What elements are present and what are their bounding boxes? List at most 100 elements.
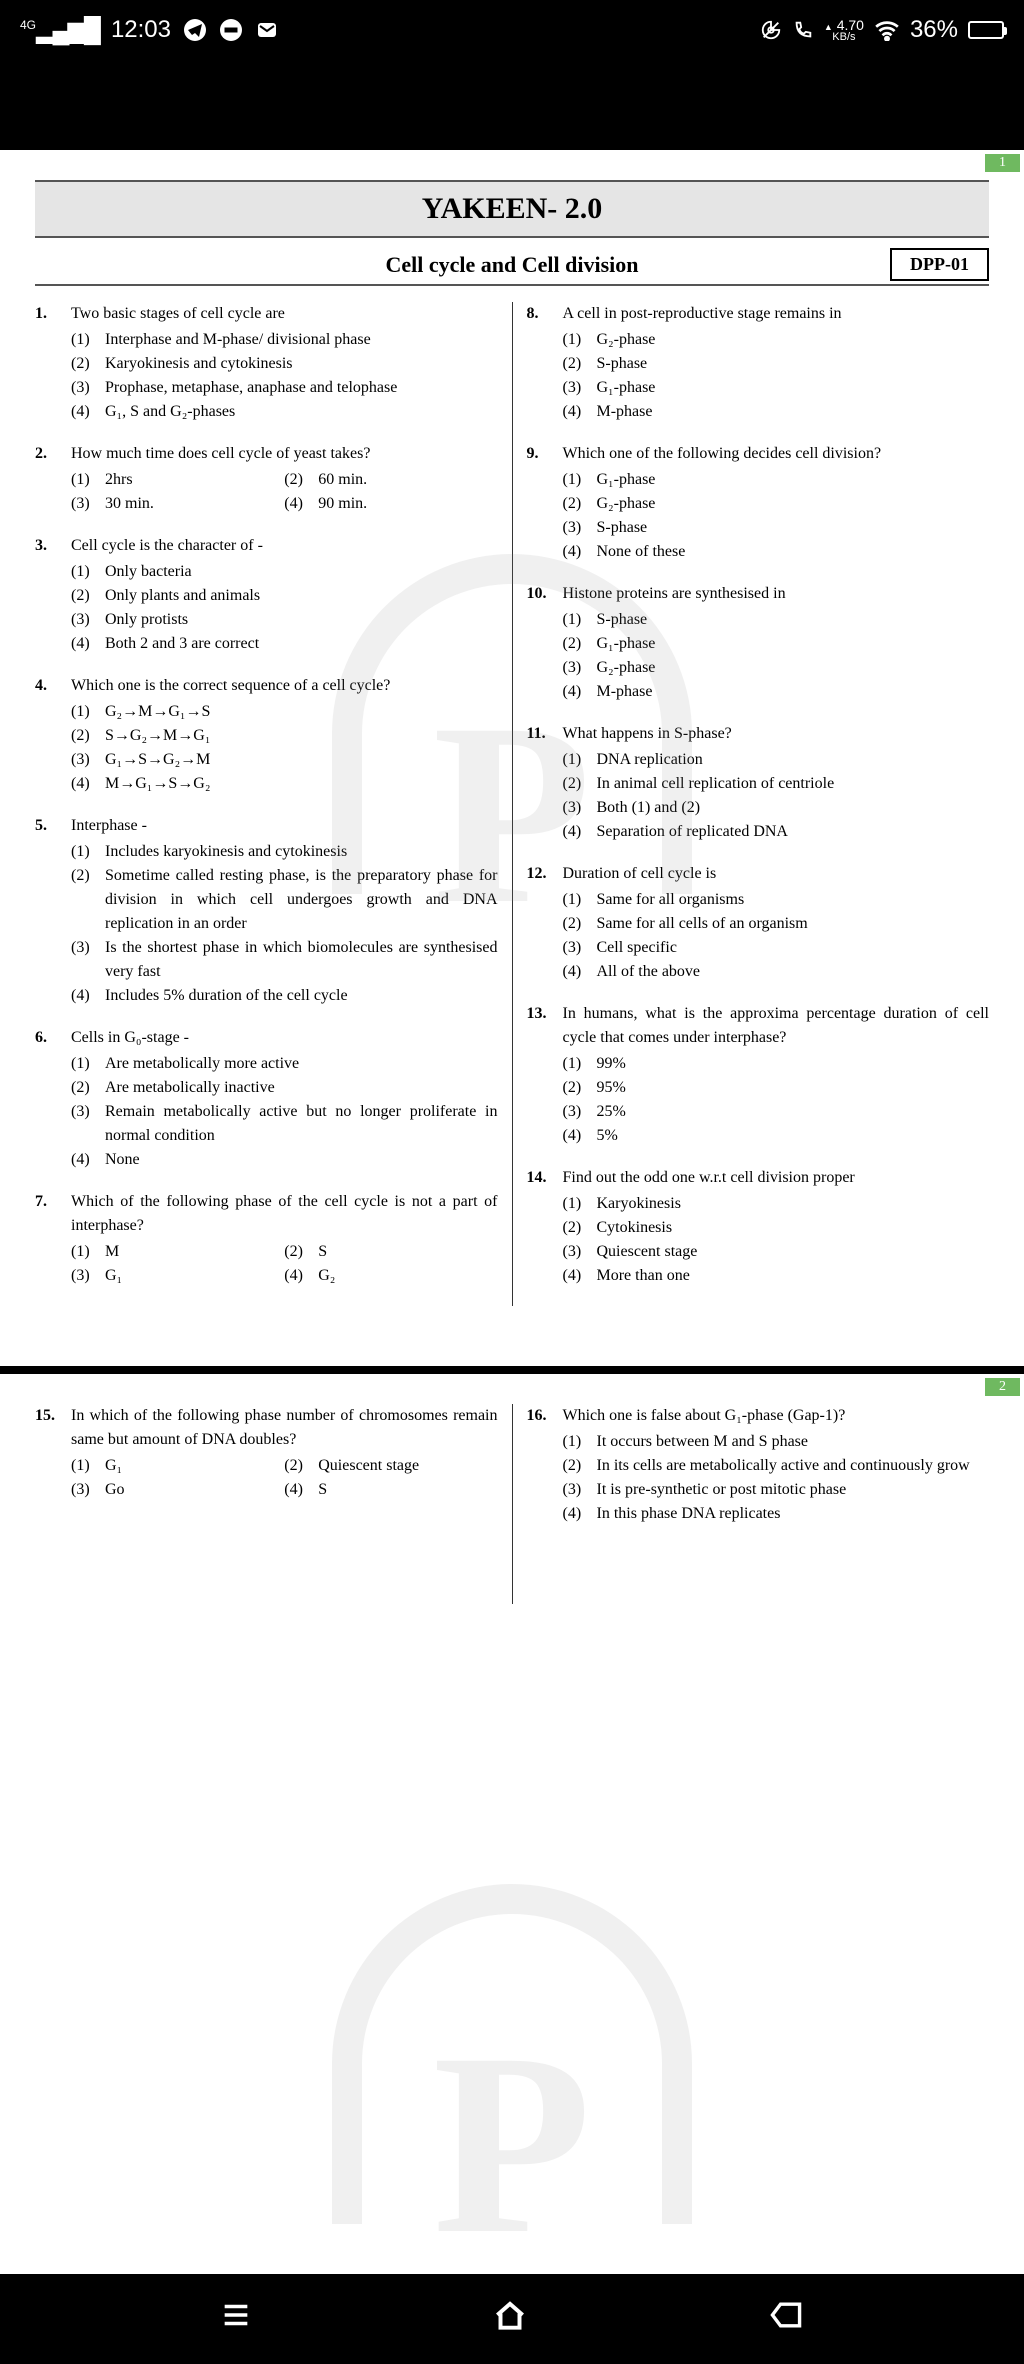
dpp-label: DPP-01 [890,248,989,281]
option-text: Go [105,1478,284,1502]
question-text: Cell cycle is the character of - [71,534,498,558]
question-text: Cells in G₀-stage - [71,1026,498,1050]
answer-option: (4) Includes 5% duration of the cell cyc… [71,984,498,1008]
question-text: A cell in post-reproductive stage remain… [563,302,990,326]
home-button[interactable] [491,2296,529,2343]
page-number-tag: 2 [985,1378,1020,1396]
option-text: Both (1) and (2) [597,796,990,820]
doc-subtitle: Cell cycle and Cell division [386,252,639,278]
option-text: More than one [597,1264,990,1288]
option-number: (4) [563,1124,597,1148]
document-page-1[interactable]: 1 YAKEEN- 2.0 Cell cycle and Cell divisi… [0,150,1024,1366]
mute-icon [760,19,782,41]
option-number: (2) [563,492,597,516]
question-number: 15. [35,1404,71,1502]
question-number: 6. [35,1026,71,1172]
option-number: (3) [71,1264,105,1288]
answer-option: (1) Karyokinesis [563,1192,990,1216]
option-number: (3) [563,796,597,820]
question-number: 13. [527,1002,563,1148]
option-number: (2) [71,864,105,936]
option-number: (2) [284,468,318,492]
option-number: (1) [563,1430,597,1454]
answer-option: (4) Separation of replicated DNA [563,820,990,844]
option-text: M [105,1240,284,1264]
recent-apps-button[interactable] [219,2298,253,2341]
app-header-gap [0,60,1024,150]
answer-option: (1) DNA replication [563,748,990,772]
option-text: Same for all cells of an organism [597,912,990,936]
left-column: 15. In which of the following phase numb… [35,1404,513,1604]
answer-option: (1) G₂-phase [563,328,990,352]
option-text: It is pre-synthetic or post mitotic phas… [597,1478,990,1502]
option-number: (1) [563,468,597,492]
option-text: Only plants and animals [105,584,498,608]
question-number: 10. [527,582,563,704]
option-text: Is the shortest phase in which biomolecu… [105,936,498,984]
question-number: 12. [527,862,563,984]
mail-icon [255,18,279,42]
option-number: (4) [563,1502,597,1526]
option-text: G₁, S and G₂-phases [105,400,498,424]
option-text: Includes karyokinesis and cytokinesis [105,840,498,864]
option-number: (3) [563,516,597,540]
wifi-icon [874,19,900,41]
question-block: 11. What happens in S-phase? (1) DNA rep… [527,722,990,844]
option-number: (3) [563,1478,597,1502]
call-icon [792,19,814,41]
right-column: 8. A cell in post-reproductive stage rem… [513,302,990,1306]
answer-option: (1) Includes karyokinesis and cytokinesi… [71,840,498,864]
option-number: (4) [284,1478,318,1502]
option-number: (4) [284,1264,318,1288]
option-text: G₁ [105,1454,284,1478]
option-number: (3) [71,936,105,984]
option-number: (3) [563,1240,597,1264]
answer-option: (1) Interphase and M-phase/ divisional p… [71,328,498,352]
question-text: Interphase - [71,814,498,838]
question-number: 5. [35,814,71,1008]
answer-option: (1) G₁ [71,1454,284,1478]
option-number: (1) [71,328,105,352]
option-number: (1) [71,840,105,864]
answer-option: (3) G₁-phase [563,376,990,400]
document-page-2[interactable]: 2 15. In which of the following phase nu… [0,1374,1024,2274]
answer-option: (3) Quiescent stage [563,1240,990,1264]
option-number: (1) [563,608,597,632]
answer-option: (3) Only protists [71,608,498,632]
answer-option: (3) G₂-phase [563,656,990,680]
option-text: Interphase and M-phase/ divisional phase [105,328,498,352]
option-number: (1) [71,560,105,584]
question-number: 3. [35,534,71,656]
right-column: 16. Which one is false about G₁-phase (G… [513,1404,990,1604]
option-text: Quiescent stage [597,1240,990,1264]
option-number: (1) [563,1192,597,1216]
option-text: It occurs between M and S phase [597,1430,990,1454]
option-number: (1) [71,1454,105,1478]
option-number: (3) [563,936,597,960]
option-number: (2) [563,1076,597,1100]
option-number: (1) [563,748,597,772]
option-text: G₂-phase [597,328,990,352]
answer-option: (2) In its cells are metabolically activ… [563,1454,990,1478]
question-number: 16. [527,1404,563,1526]
answer-option: (4) G₁, S and G₂-phases [71,400,498,424]
option-text: Are metabolically more active [105,1052,498,1076]
question-number: 8. [527,302,563,424]
answer-option: (3) G₁→S→G₂→M [71,748,498,772]
option-number: (1) [563,888,597,912]
question-block: 16. Which one is false about G₁-phase (G… [527,1404,990,1526]
question-block: 5. Interphase - (1) Includes karyokinesi… [35,814,498,1008]
question-text: Which one is false about G₁-phase (Gap-1… [563,1404,990,1428]
option-text: Prophase, metaphase, anaphase and teloph… [105,376,498,400]
doc-title: YAKEEN- 2.0 [35,180,989,238]
option-number: (4) [563,540,597,564]
option-number: (4) [71,400,105,424]
status-left: 4G▂▄▆█ 12:03 [20,16,279,45]
option-text: 30 min. [105,492,284,516]
option-text: Are metabolically inactive [105,1076,498,1100]
answer-option: (4) M→G₁→S→G₂ [71,772,498,796]
back-button[interactable] [767,2298,805,2341]
answer-option: (4) More than one [563,1264,990,1288]
data-rate: ▲ 4.70 KB/s [824,18,864,43]
option-number: (4) [71,632,105,656]
